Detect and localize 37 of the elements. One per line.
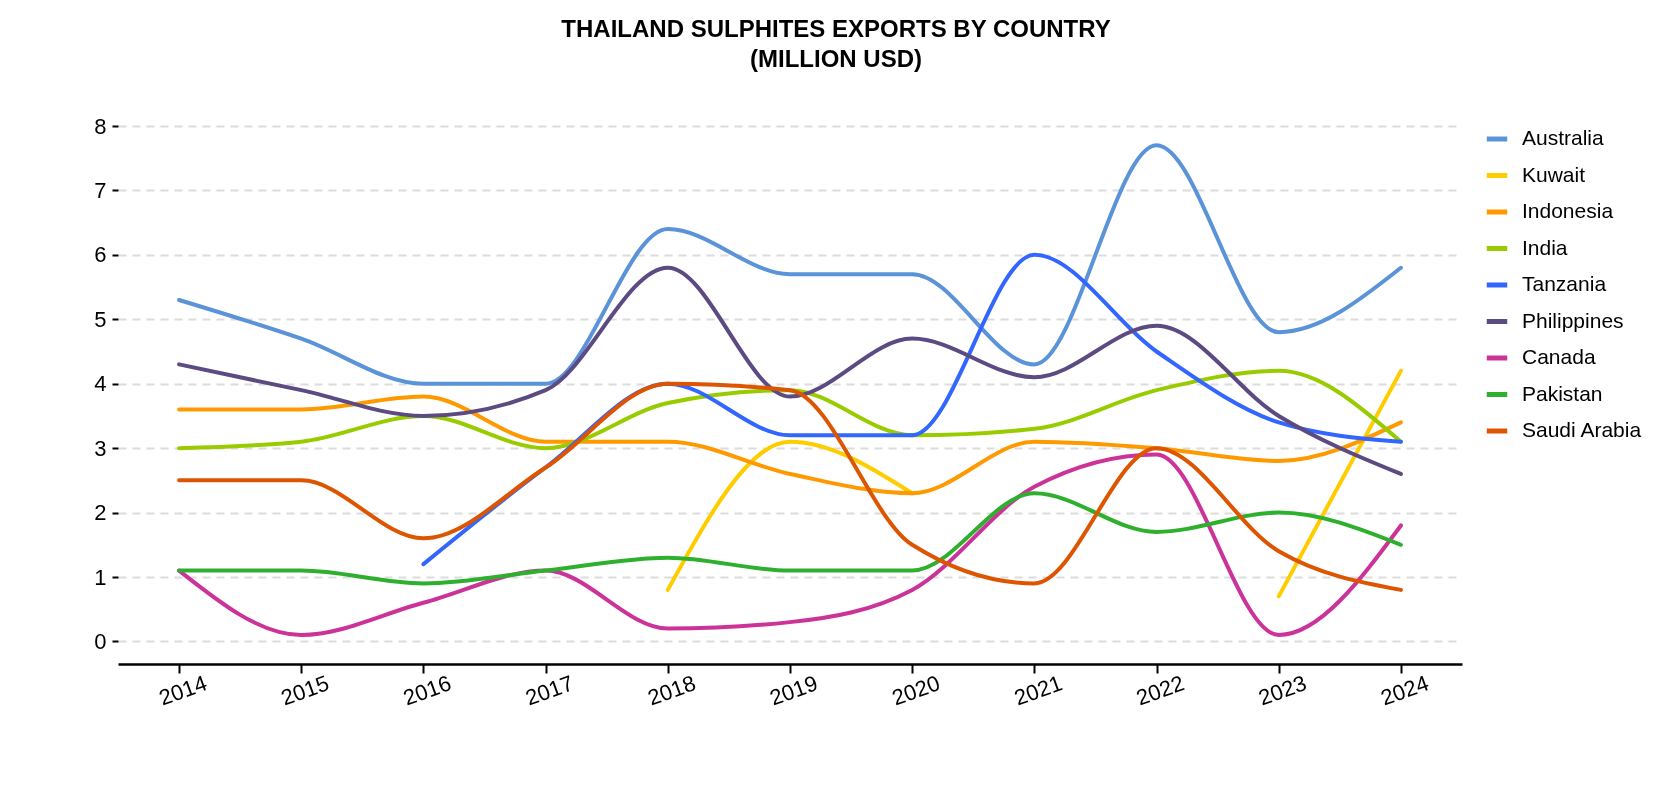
x-tick-label: 2018 <box>644 670 699 711</box>
y-tick-label: 3 <box>94 435 107 461</box>
x-tick-label: 2021 <box>1010 670 1066 711</box>
line-series <box>177 143 1403 386</box>
legend-label: Kuwait <box>1522 162 1586 186</box>
legend-label: Canada <box>1522 345 1596 368</box>
legend-label: Saudi Arabia <box>1522 418 1642 441</box>
y-tick-label: 0 <box>94 628 107 654</box>
x-tick-label: 2023 <box>1255 670 1310 711</box>
legend-label: Indonesia <box>1522 199 1614 222</box>
x-tick-label: 2016 <box>399 670 455 711</box>
line-series <box>177 452 1403 638</box>
x-tick-label: 2022 <box>1133 670 1188 711</box>
x-tick-label: 2015 <box>277 670 333 711</box>
x-tick-label: 2024 <box>1377 670 1432 711</box>
y-tick-label: 5 <box>94 306 107 332</box>
legend-label: Tanzania <box>1522 272 1607 295</box>
x-tick-label: 2019 <box>766 670 822 711</box>
y-tick-label: 2 <box>94 500 107 526</box>
x-tick-label: 2017 <box>522 670 577 711</box>
chart-subtitle: (MILLION USD) <box>750 45 922 72</box>
y-tick-label: 4 <box>94 371 107 397</box>
line-series <box>177 381 1403 592</box>
x-tick-label: 2020 <box>888 670 944 711</box>
line-series <box>177 491 1403 586</box>
chart-title: THAILAND SULPHITES EXPORTS BY COUNTRY <box>561 15 1111 42</box>
line-series <box>177 394 1403 496</box>
legend-label: Pakistan <box>1522 381 1603 405</box>
legend-label: Philippines <box>1522 308 1624 332</box>
y-tick-label: 8 <box>94 113 107 139</box>
y-tick-label: 6 <box>94 242 107 268</box>
y-tick-label: 1 <box>94 564 107 590</box>
legend-label: Australia <box>1522 126 1605 149</box>
x-tick-label: 2014 <box>155 670 211 711</box>
legend-label: India <box>1522 235 1568 259</box>
line-series <box>177 265 1403 476</box>
y-tick-label: 7 <box>94 177 107 203</box>
